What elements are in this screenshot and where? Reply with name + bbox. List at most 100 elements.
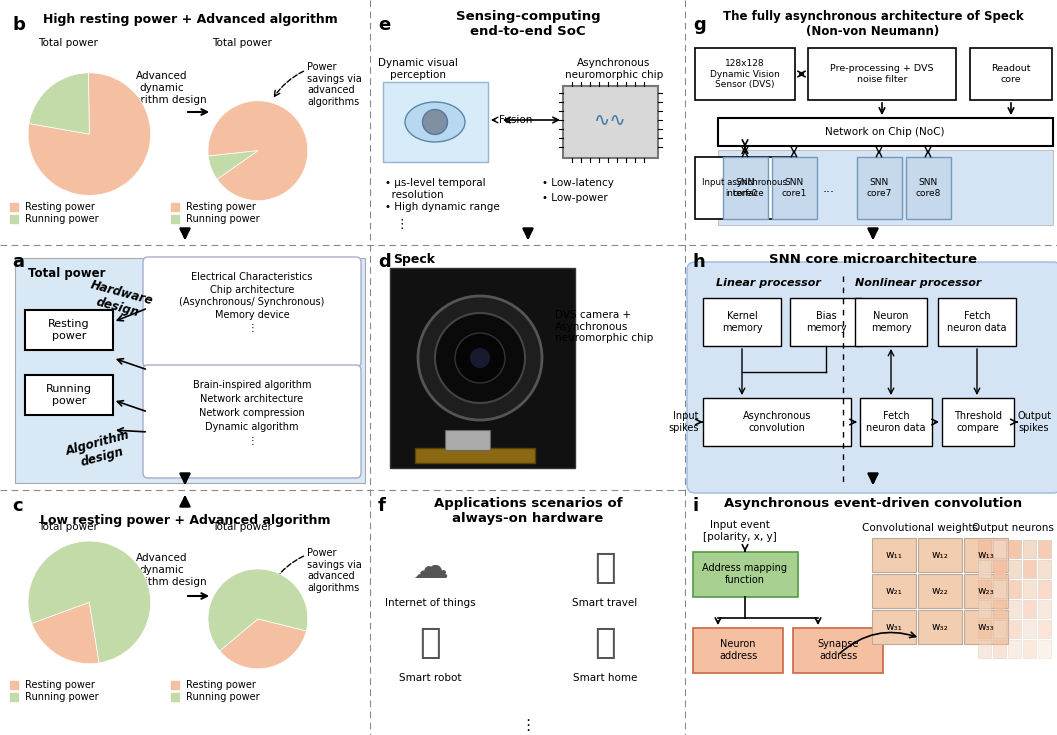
Text: The fully asynchronous architecture of Speck
(Non-von Neumann): The fully asynchronous architecture of S… [723,10,1023,38]
Text: d: d [378,253,391,271]
Text: Total power: Total power [38,38,98,48]
Wedge shape [32,603,99,664]
FancyBboxPatch shape [687,262,1057,493]
Text: w₃₁: w₃₁ [886,622,903,632]
Bar [1023,580,1036,598]
Text: ⋮: ⋮ [247,436,257,446]
Text: Network compression: Network compression [199,408,304,418]
Bar [718,118,1053,146]
Text: Asynchronous event-driven convolution: Asynchronous event-driven convolution [724,497,1022,510]
Text: Total power: Total power [212,38,272,48]
Bar [1023,620,1036,638]
Text: Resting power: Resting power [25,680,95,690]
Bar [978,540,991,558]
Text: Input
spikes: Input spikes [668,411,699,433]
Bar [1023,600,1036,618]
Bar [1008,540,1021,558]
Text: Kernel
memory: Kernel memory [722,311,762,333]
Text: Memory device: Memory device [215,310,290,320]
Text: Neuron
memory: Neuron memory [871,311,911,333]
Text: Fusion: Fusion [499,115,533,125]
Text: Bias
memory: Bias memory [805,311,847,333]
Text: Readout
core: Readout core [991,64,1031,84]
Text: Resting power: Resting power [186,202,256,212]
Text: Running power: Running power [25,214,98,224]
Text: Internet of things: Internet of things [385,598,476,608]
Text: c: c [12,497,22,515]
Wedge shape [208,569,308,651]
Bar [978,600,991,618]
Ellipse shape [405,102,465,142]
Text: Smart home: Smart home [573,673,637,683]
Bar [993,580,1006,598]
Bar [790,298,863,346]
Bar [917,574,962,608]
Text: Output neurons: Output neurons [972,523,1054,533]
Bar [1038,580,1051,598]
Text: ⋮: ⋮ [247,323,257,333]
Text: Threshold
compare: Threshold compare [954,411,1002,433]
Bar [872,538,916,572]
Bar [25,310,113,350]
Text: e: e [378,16,390,34]
Bar [718,150,1053,225]
Text: SNN
core1: SNN core1 [781,179,806,198]
Text: Running power: Running power [186,214,260,224]
Bar [383,82,488,162]
Text: w₁₁: w₁₁ [886,550,903,560]
Wedge shape [29,73,89,135]
Text: Total power: Total power [212,522,272,532]
Text: Sensing-computing
end-to-end SoC: Sensing-computing end-to-end SoC [456,10,600,38]
Text: Output
spikes: Output spikes [1018,411,1052,433]
Text: Resting
power: Resting power [49,319,90,341]
Text: Power
savings via
advanced
algorithms: Power savings via advanced algorithms [307,62,361,107]
Bar [1038,540,1051,558]
Bar [964,574,1008,608]
Bar [993,600,1006,618]
Text: ∿∿: ∿∿ [594,110,627,129]
Text: High resting power + Advanced algorithm: High resting power + Advanced algorithm [42,13,337,26]
Text: 128x128
Dynamic Vision
Sensor (DVS): 128x128 Dynamic Vision Sensor (DVS) [710,59,780,89]
Wedge shape [29,73,150,196]
Text: Dynamic visual
perception: Dynamic visual perception [378,58,458,79]
Text: Advanced
dynamic
algorithm design: Advanced dynamic algorithm design [117,71,206,104]
Text: w₁₂: w₁₂ [931,550,948,560]
Text: 🏠: 🏠 [594,626,616,660]
Bar [917,610,962,644]
Bar [772,157,817,219]
Ellipse shape [423,110,447,135]
Text: Asynchronous
neuromorphic chip: Asynchronous neuromorphic chip [564,58,663,79]
Bar [1038,640,1051,658]
Text: Network architecture: Network architecture [201,394,303,404]
Text: h: h [693,253,706,271]
Circle shape [470,348,490,368]
Bar [993,540,1006,558]
Bar [860,398,932,446]
Bar [390,268,575,468]
Text: Electrical Characteristics: Electrical Characteristics [191,272,313,282]
Bar [978,580,991,598]
Text: Running power: Running power [25,692,98,702]
Bar [917,538,962,572]
Text: ⋮: ⋮ [395,218,408,231]
Text: SNN core microarchitecture: SNN core microarchitecture [769,253,977,266]
Text: 🚗: 🚗 [594,551,616,585]
Text: Resting power: Resting power [25,202,95,212]
Bar [15,258,365,483]
Text: SNN
core7: SNN core7 [867,179,892,198]
Bar [872,574,916,608]
Bar [978,640,991,658]
Bar [938,298,1016,346]
Bar [703,298,781,346]
Bar [808,48,956,100]
Text: Power
savings via
advanced
algorithms: Power savings via advanced algorithms [307,548,361,593]
Bar [872,610,916,644]
Bar [970,48,1052,100]
Text: • Low-latency: • Low-latency [542,178,614,188]
Text: Brain-inspired algorithm: Brain-inspired algorithm [192,380,311,390]
Text: Hardware
design: Hardware design [86,278,154,322]
Text: Smart travel: Smart travel [573,598,637,608]
Text: Dynamic algorithm: Dynamic algorithm [205,422,299,432]
Text: ⋮: ⋮ [520,718,536,733]
Bar [1008,560,1021,578]
